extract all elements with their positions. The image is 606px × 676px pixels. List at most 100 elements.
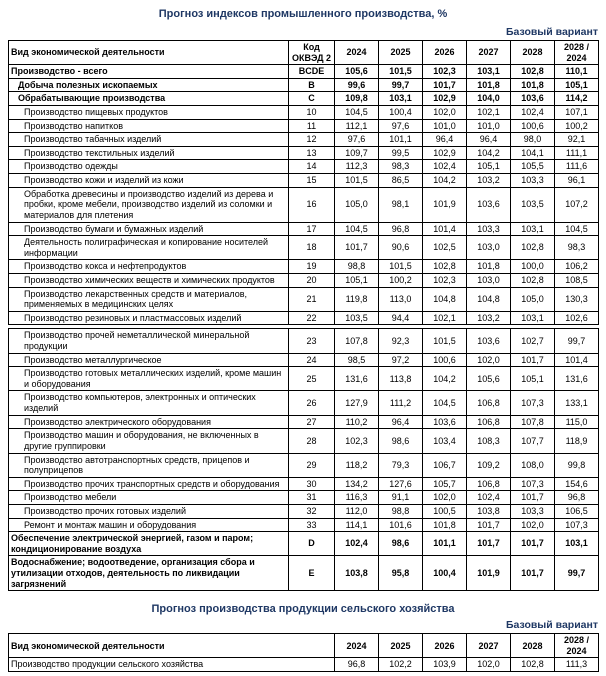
index-value: 112,1 bbox=[334, 118, 379, 134]
index-value: 112,0 bbox=[334, 503, 379, 519]
table-row: Добыча полезных ископаемых B 99,6 99,7 101,7… bbox=[8, 77, 599, 93]
column-header-ratio-2028-2024: 2028 / 2024 bbox=[554, 39, 599, 66]
index-value: 101,5 bbox=[378, 64, 423, 79]
activity-name: Производство продукции сельского хозяйст… bbox=[8, 657, 335, 673]
okved-code: 32 bbox=[288, 503, 335, 519]
index-value: 105,1 bbox=[510, 366, 555, 392]
activity-name: Производство автотранспортных средств, п… bbox=[8, 452, 289, 478]
index-value: 102,4 bbox=[510, 105, 555, 120]
table-row: Производство продукции сельского хозяйст… bbox=[8, 657, 599, 673]
index-value: 100,2 bbox=[554, 118, 599, 134]
activity-name: Производство лекарственных средств и мат… bbox=[8, 286, 289, 312]
activity-name: Производство пищевых продуктов bbox=[8, 105, 289, 120]
okved-code: 30 bbox=[288, 476, 335, 492]
table-row: Производство готовых металлических издел… bbox=[8, 366, 599, 392]
index-value: 101,4 bbox=[554, 352, 599, 368]
index-value: 107,3 bbox=[510, 476, 555, 492]
index-value: 101,0 bbox=[466, 118, 511, 134]
activity-name: Производство электрического оборудования bbox=[8, 414, 289, 430]
activity-name: Производство - всего bbox=[8, 64, 289, 79]
index-value: 116,3 bbox=[334, 490, 379, 505]
index-value: 103,6 bbox=[422, 414, 467, 430]
index-value: 101,8 bbox=[422, 517, 467, 533]
okved-code: 10 bbox=[288, 105, 335, 120]
industrial-forecast-table-continued: Производство прочей неметаллической мине… bbox=[8, 328, 599, 592]
column-header-year-2028: 2028 bbox=[510, 39, 555, 66]
index-value: 118,9 bbox=[554, 428, 599, 454]
okved-code: 24 bbox=[288, 352, 335, 368]
index-value: 104,2 bbox=[422, 173, 467, 188]
index-value: 98,3 bbox=[378, 159, 423, 175]
okved-code: B bbox=[288, 77, 335, 93]
index-value: 103,6 bbox=[510, 91, 555, 107]
activity-name: Производство текстильных изделий bbox=[8, 145, 289, 161]
okved-code: 29 bbox=[288, 452, 335, 478]
index-value: 106,7 bbox=[422, 452, 467, 478]
index-value: 101,7 bbox=[466, 531, 511, 557]
index-value: 96,4 bbox=[422, 132, 467, 147]
index-value: 79,3 bbox=[378, 452, 423, 478]
index-value: 96,8 bbox=[334, 657, 379, 673]
index-value: 100,4 bbox=[378, 105, 423, 120]
index-value: 103,9 bbox=[422, 657, 467, 673]
index-value: 104,8 bbox=[466, 286, 511, 312]
index-value: 154,6 bbox=[554, 476, 599, 492]
index-value: 102,3 bbox=[422, 272, 467, 288]
index-value: 127,6 bbox=[378, 476, 423, 492]
agriculture-table-header-row: Вид экономической деятельности 2024 2025… bbox=[8, 633, 599, 659]
table-row: Производство одежды 14 112,3 98,3 102,4 105,1… bbox=[8, 159, 599, 175]
index-value: 103,6 bbox=[466, 328, 511, 354]
index-value: 119,8 bbox=[334, 286, 379, 312]
index-value: 108,0 bbox=[510, 452, 555, 478]
index-value: 95,8 bbox=[378, 555, 423, 592]
activity-name: Производство прочей неметаллической мине… bbox=[8, 328, 289, 354]
okved-code: 13 bbox=[288, 145, 335, 161]
index-value: 101,4 bbox=[422, 221, 467, 237]
index-value: 103,4 bbox=[422, 428, 467, 454]
index-value: 102,8 bbox=[510, 272, 555, 288]
okved-code: E bbox=[288, 555, 335, 592]
activity-name: Деятельность полиграфическая и копирован… bbox=[8, 235, 289, 261]
index-value: 98,8 bbox=[378, 503, 423, 519]
index-value: 103,1 bbox=[510, 310, 555, 326]
agriculture-forecast-title: Прогноз производства продукции сельского… bbox=[151, 603, 455, 616]
table-row: Производство табачных изделий 12 97,6 101,1… bbox=[8, 132, 599, 147]
column-header-year-2024: 2024 bbox=[334, 633, 379, 659]
index-value: 96,4 bbox=[378, 414, 423, 430]
industrial-variant-label: Базовый вариант bbox=[505, 26, 598, 38]
table-row: Производство металлургическое 24 98,5 97,2 1… bbox=[8, 352, 599, 368]
table-row: Производство кожи и изделий из кожи 15 101… bbox=[8, 173, 599, 188]
index-value: 101,7 bbox=[510, 531, 555, 557]
activity-name: Производство прочих транспортных средств… bbox=[8, 476, 289, 492]
table-row: Производство прочих транспортных средств… bbox=[8, 476, 599, 492]
index-value: 106,5 bbox=[554, 503, 599, 519]
index-value: 98,6 bbox=[378, 428, 423, 454]
index-value: 109,8 bbox=[334, 91, 379, 107]
activity-name: Производство химических веществ и химиче… bbox=[8, 272, 289, 288]
index-value: 102,8 bbox=[510, 64, 555, 79]
index-value: 103,0 bbox=[466, 272, 511, 288]
index-value: 103,2 bbox=[466, 173, 511, 188]
index-value: 134,2 bbox=[334, 476, 379, 492]
index-value: 102,4 bbox=[422, 159, 467, 175]
industrial-forecast-table: Вид экономической деятельности Код ОКВЭД… bbox=[8, 39, 599, 326]
index-value: 101,7 bbox=[422, 77, 467, 93]
index-value: 114,2 bbox=[554, 91, 599, 107]
index-value: 102,0 bbox=[422, 490, 467, 505]
column-header-activity: Вид экономической деятельности bbox=[8, 39, 289, 66]
index-value: 107,8 bbox=[510, 414, 555, 430]
index-value: 113,8 bbox=[378, 366, 423, 392]
index-value: 98,8 bbox=[334, 259, 379, 274]
column-header-year-2028: 2028 bbox=[510, 633, 555, 659]
index-value: 105,5 bbox=[510, 159, 555, 175]
index-value: 101,0 bbox=[422, 118, 467, 134]
index-value: 98,5 bbox=[334, 352, 379, 368]
index-value: 103,0 bbox=[466, 235, 511, 261]
table-row: Деятельность полиграфическая и копирован… bbox=[8, 235, 599, 261]
index-value: 106,8 bbox=[466, 476, 511, 492]
index-value: 102,4 bbox=[466, 490, 511, 505]
okved-code: 21 bbox=[288, 286, 335, 312]
index-value: 114,1 bbox=[334, 517, 379, 533]
okved-code: 22 bbox=[288, 310, 335, 326]
industrial-forecast-title: Прогноз индексов промышленного производс… bbox=[158, 8, 448, 20]
